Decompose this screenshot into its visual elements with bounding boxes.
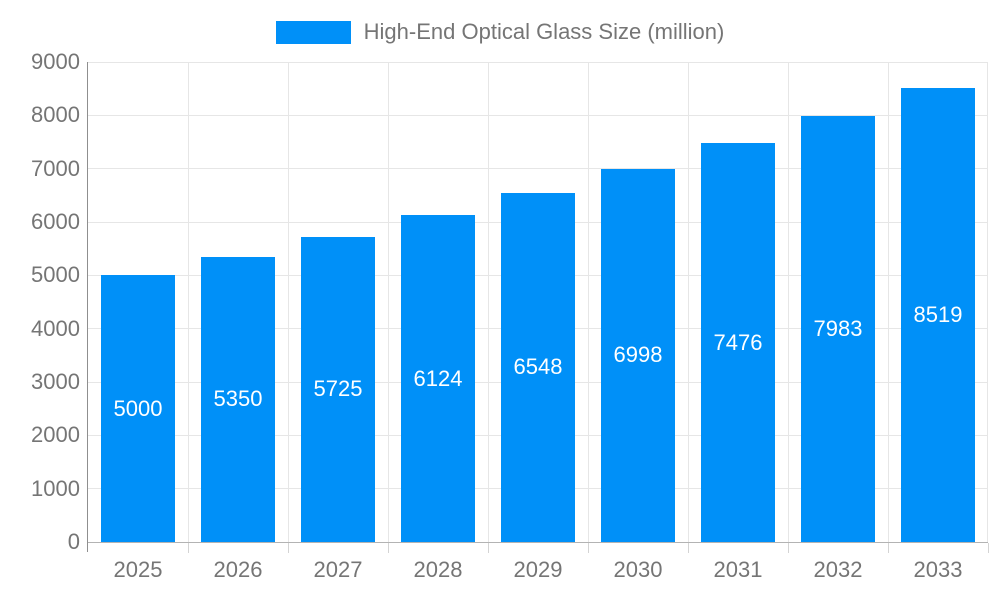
bar-2026[interactable]: 5350 <box>201 256 275 542</box>
v-gridline <box>487 62 489 542</box>
x-axis-tick <box>187 543 189 553</box>
bar-value-label: 5000 <box>113 395 163 421</box>
bar-value-label: 7476 <box>713 329 763 355</box>
x-tick-label: 2027 <box>313 557 363 582</box>
plot-area: 5000 5350 5725 6124 6548 6998 7476 7983 8519 <box>87 61 989 553</box>
h-gridline <box>88 61 988 63</box>
x-axis-tick <box>487 543 489 553</box>
y-tick-label: 6000 <box>31 209 80 234</box>
y-axis-line <box>87 62 88 552</box>
bar-value-label: 8519 <box>913 301 963 327</box>
y-tick-label: 1000 <box>31 475 80 501</box>
x-axis-labels: 2025 2026 2027 2028 2029 2030 2031 2032 2033 <box>88 556 988 586</box>
x-axis-tick <box>687 543 689 553</box>
x-tick-label: 2030 <box>613 557 663 582</box>
bar-value-label: 6548 <box>513 354 563 380</box>
x-axis-tick <box>987 543 989 553</box>
y-tick-label: 5000 <box>31 262 80 288</box>
v-gridline <box>687 62 689 542</box>
legend-swatch <box>275 20 351 44</box>
bar-2027[interactable]: 5725 <box>301 236 375 542</box>
bar-2028[interactable]: 6124 <box>401 215 475 542</box>
bar-2031[interactable]: 7476 <box>701 143 775 542</box>
y-tick-label: 4000 <box>31 315 80 341</box>
x-tick-label: 2025 <box>113 557 163 582</box>
bar-value-label: 6998 <box>613 342 663 368</box>
bar-value-label: 6124 <box>413 365 463 391</box>
bar-2032[interactable]: 7983 <box>801 116 875 542</box>
y-tick-label: 0 <box>67 529 80 554</box>
bar-value-label: 7983 <box>813 316 863 342</box>
bar-2030[interactable]: 6998 <box>601 168 675 542</box>
bar-2033[interactable]: 8519 <box>901 87 975 542</box>
v-gridline <box>887 62 889 542</box>
x-tick-label: 2031 <box>713 557 763 582</box>
bar-2029[interactable]: 6548 <box>501 192 575 542</box>
legend[interactable]: High-End Optical Glass Size (million) <box>0 18 1000 46</box>
x-axis-tick <box>387 543 389 553</box>
v-gridline <box>287 62 289 542</box>
y-axis-labels: 0 1000 2000 3000 4000 5000 6000 7000 8000 9000 <box>0 49 80 554</box>
x-axis-tick <box>787 543 789 553</box>
h-gridline <box>88 168 988 170</box>
bar-value-label: 5725 <box>313 376 363 402</box>
x-axis-line <box>88 542 988 543</box>
y-tick-label: 3000 <box>31 369 80 394</box>
bar-2025[interactable]: 5000 <box>101 275 175 542</box>
x-tick-label: 2033 <box>913 557 963 582</box>
v-gridline <box>587 62 589 542</box>
x-axis-tick <box>287 543 289 553</box>
x-axis-tick <box>587 543 589 553</box>
v-gridline <box>787 62 789 542</box>
y-tick-label: 9000 <box>31 49 80 74</box>
h-gridline <box>88 114 988 116</box>
y-tick-label: 8000 <box>31 102 80 128</box>
v-gridline <box>187 62 189 542</box>
x-tick-label: 2032 <box>813 557 863 582</box>
y-tick-label: 7000 <box>31 155 80 181</box>
y-tick-label: 2000 <box>31 422 80 448</box>
bar-value-label: 5350 <box>213 386 263 412</box>
x-axis-tick <box>887 543 889 553</box>
x-tick-label: 2029 <box>513 557 563 582</box>
v-gridline <box>387 62 389 542</box>
legend-label: High-End Optical Glass Size (million) <box>363 19 725 44</box>
x-tick-label: 2026 <box>213 557 263 582</box>
x-tick-label: 2028 <box>413 557 463 582</box>
v-gridline <box>987 62 988 542</box>
